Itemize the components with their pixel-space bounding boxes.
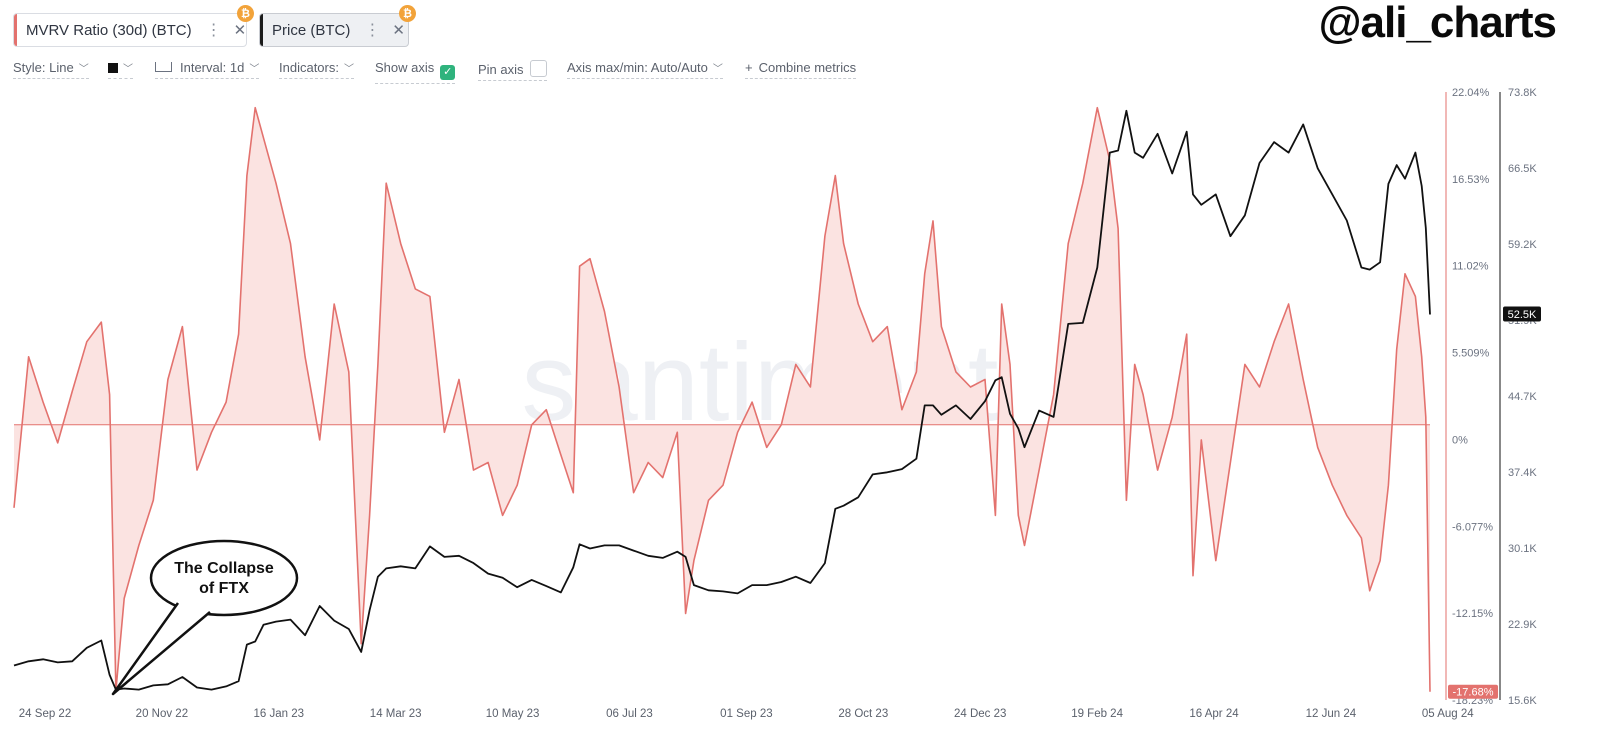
checkbox-unchecked-icon[interactable] xyxy=(529,60,547,77)
style-label: Style: Line xyxy=(13,60,74,75)
tab-label: MVRV Ratio (30d) (BTC) xyxy=(26,21,192,39)
x-tick-label: 10 May 23 xyxy=(486,708,540,720)
price-tick-label: 59.2K xyxy=(1508,239,1537,251)
callout-line-2: of FTX xyxy=(199,580,249,597)
x-tick-label: 01 Sep 23 xyxy=(720,708,772,720)
tab-label: Price (BTC) xyxy=(272,21,351,39)
price-tick-label: 66.5K xyxy=(1508,163,1537,175)
axes-layer: 22.04% 16.53% 11.02% 5.509% 0% -6.077% -12.15%… xyxy=(19,87,1541,720)
callout-pointer xyxy=(111,602,211,696)
axis-maxmin-dropdown[interactable]: Axis max/min: Auto/Auto ﹀ xyxy=(567,60,723,79)
x-tick-label: 20 Nov 22 xyxy=(136,708,188,720)
combine-metrics-button[interactable]: + Combine metrics xyxy=(745,60,857,79)
indicators-label: Indicators: xyxy=(279,60,339,75)
chevron-down-icon: ﹀ xyxy=(343,64,354,75)
plus-icon: + xyxy=(745,60,753,75)
chevron-down-icon: ﹀ xyxy=(712,64,723,75)
checkbox-checked-icon[interactable]: ✓ xyxy=(440,65,456,80)
price-current-label: 52.5K xyxy=(1508,309,1537,321)
mvrv-tick-label: 0% xyxy=(1452,434,1468,446)
color-picker[interactable]: ﹀ xyxy=(108,60,133,79)
show-axis-label: Show axis xyxy=(375,60,435,75)
pin-axis-label: Pin axis xyxy=(478,62,524,77)
ftx-callout: The Collapse of FTX xyxy=(111,539,299,696)
price-tick-label: 44.7K xyxy=(1508,391,1537,403)
series-color-indicator xyxy=(14,14,17,46)
chevron-down-icon: ﹀ xyxy=(249,64,260,75)
x-tick-label: 14 Mar 23 xyxy=(370,708,422,720)
mvrv-tick-label: 11.02% xyxy=(1452,261,1489,273)
price-tick-label: 30.1K xyxy=(1508,543,1537,555)
tab-price[interactable]: Price (BTC) ⋮ ✕ ₿ xyxy=(259,5,416,47)
x-tick-label: 16 Apr 24 xyxy=(1189,708,1239,720)
mvrv-tick-label: -12.15% xyxy=(1452,608,1493,620)
price-tick-label: 22.9K xyxy=(1508,619,1537,631)
mvrv-area xyxy=(14,107,1430,692)
style-dropdown[interactable]: Style: Line ﹀ xyxy=(13,60,89,79)
chevron-down-icon: ﹀ xyxy=(78,64,89,75)
show-axis-toggle[interactable]: Show axis ✓ xyxy=(375,60,456,84)
price-tick-label: 15.6K xyxy=(1508,695,1537,707)
x-tick-label: 05 Aug 24 xyxy=(1422,708,1474,720)
combine-metrics-label: Combine metrics xyxy=(758,60,857,75)
mvrv-tick-label: 22.04% xyxy=(1452,87,1490,99)
mvrv-line xyxy=(13,106,1431,692)
x-tick-label: 19 Feb 24 xyxy=(1071,708,1123,720)
x-tick-label: 16 Jan 23 xyxy=(254,708,305,720)
more-vertical-icon[interactable]: ⋮ xyxy=(364,22,381,39)
indicators-dropdown[interactable]: Indicators: ﹀ xyxy=(279,60,354,79)
x-tick-label: 12 Jun 24 xyxy=(1306,708,1357,720)
x-tick-label: 24 Sep 22 xyxy=(19,708,71,720)
close-icon[interactable]: ✕ xyxy=(392,22,405,39)
series-color-indicator xyxy=(260,14,263,46)
chevron-down-icon: ﹀ xyxy=(123,64,133,75)
callout-pointer-mask xyxy=(181,598,207,612)
close-icon[interactable]: ✕ xyxy=(233,22,247,39)
pin-axis-toggle[interactable]: Pin axis xyxy=(478,60,547,81)
bitcoin-icon: ₿ xyxy=(399,5,416,22)
mvrv-tick-label: -6.077% xyxy=(1452,521,1493,533)
mvrv-tick-label: 16.53% xyxy=(1452,174,1490,186)
price-tick-label: 37.4K xyxy=(1508,467,1537,479)
x-tick-label: 06 Jul 23 xyxy=(606,708,653,720)
mvrv-current-badge xyxy=(1448,684,1498,699)
x-tick-label: 28 Oct 23 xyxy=(838,708,888,720)
axis-maxmin-label: Axis max/min: Auto/Auto xyxy=(567,60,708,75)
mvrv-area-layer xyxy=(14,107,1430,692)
price-tick-label: 73.8K xyxy=(1508,87,1537,99)
callout-bubble xyxy=(149,539,299,617)
mvrv-current-label: -17.68% xyxy=(1453,687,1494,699)
interval-dropdown[interactable]: Interval: 1d ﹀ xyxy=(155,60,260,79)
tab-mvrv-ratio[interactable]: MVRV Ratio (30d) (BTC) ⋮ ✕ ₿ xyxy=(13,5,254,47)
bitcoin-icon: ₿ xyxy=(237,5,254,22)
author-handle: @ali_charts xyxy=(1318,0,1557,47)
x-tick-label: 24 Dec 23 xyxy=(954,708,1006,720)
callout-line-1: The Collapse xyxy=(174,560,274,577)
price-line xyxy=(13,109,1431,691)
mvrv-tick-label: 5.509% xyxy=(1452,348,1490,360)
price-current-badge xyxy=(1503,306,1541,322)
more-vertical-icon[interactable]: ⋮ xyxy=(205,22,222,39)
ruler-icon xyxy=(155,62,172,72)
interval-label: Interval: 1d xyxy=(180,60,245,75)
color-swatch xyxy=(108,63,118,73)
series-layer xyxy=(13,106,1431,692)
